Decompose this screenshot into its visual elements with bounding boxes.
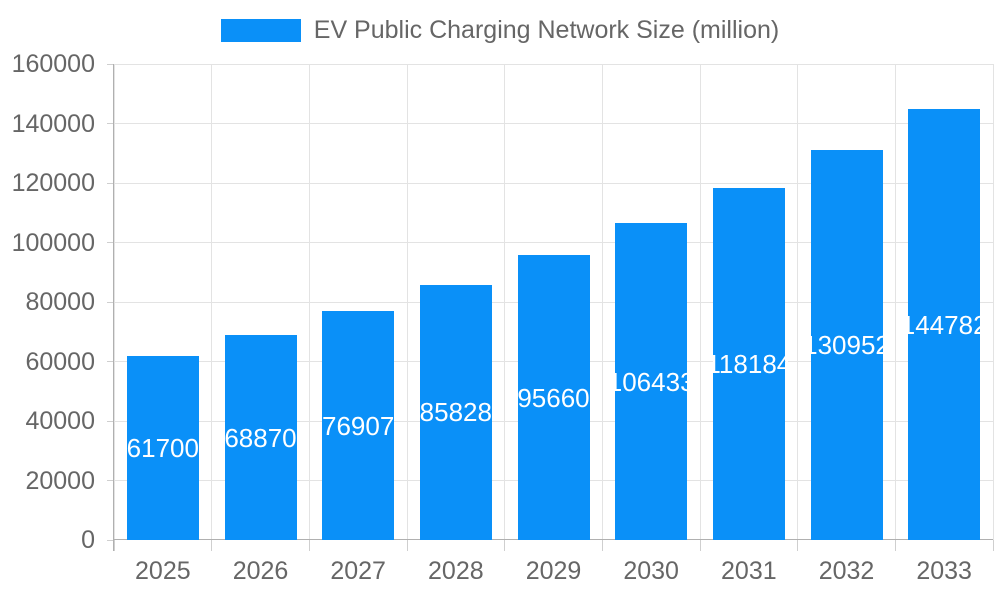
x-axis-category-label: 2031	[721, 557, 777, 585]
x-axis-tick	[894, 540, 896, 551]
bar-2029[interactable]	[517, 255, 590, 540]
x-gridline	[992, 64, 994, 540]
y-axis-tick-label: 140000	[11, 109, 95, 138]
y-axis-tick-label: 100000	[11, 228, 95, 257]
bar-2025[interactable]	[126, 356, 199, 540]
x-gridline	[797, 64, 799, 540]
legend-swatch	[220, 19, 301, 42]
x-axis-category-label: 2028	[428, 557, 484, 585]
x-gridline	[406, 64, 408, 540]
y-gridline	[114, 182, 993, 184]
x-axis-tick	[211, 540, 213, 551]
x-axis-tick	[797, 540, 799, 551]
legend-label: EV Public Charging Network Size (million…	[313, 16, 780, 44]
y-axis-tick-label: 20000	[25, 466, 95, 495]
y-axis-tick	[107, 123, 114, 124]
bar-2030[interactable]	[615, 223, 688, 540]
y-axis-tick	[107, 539, 114, 541]
x-axis-category-label: 2025	[135, 557, 191, 585]
y-axis-tick	[107, 420, 114, 422]
bar-2028[interactable]	[419, 284, 492, 540]
y-gridline	[114, 123, 993, 124]
x-gridline	[894, 64, 896, 540]
y-axis-tick	[107, 242, 114, 243]
bar-2027[interactable]	[322, 311, 395, 540]
y-axis-tick-label: 160000	[11, 50, 95, 78]
x-axis-tick	[406, 540, 408, 551]
x-gridline	[504, 64, 506, 540]
y-gridline	[114, 63, 993, 65]
x-axis-category-label: 2026	[232, 557, 289, 585]
y-axis-tick	[107, 480, 114, 481]
x-axis-category-label: 2032	[818, 557, 875, 585]
y-axis-tick	[107, 361, 114, 362]
y-axis-tick-label: 80000	[25, 288, 95, 316]
y-axis-tick-label: 60000	[25, 347, 95, 376]
bar-2031[interactable]	[712, 188, 785, 540]
x-axis-category-label: 2029	[525, 557, 582, 585]
x-axis-category-label: 2030	[623, 557, 679, 585]
y-axis-tick-label: 0	[81, 526, 95, 554]
y-axis-tick-label: 120000	[11, 169, 95, 197]
x-axis-tick	[308, 540, 310, 551]
x-gridline	[308, 64, 310, 540]
x-gridline	[113, 64, 115, 540]
x-axis-tick	[699, 540, 701, 551]
x-gridline	[699, 64, 701, 540]
x-gridline	[211, 64, 213, 540]
bar-2033[interactable]	[908, 109, 981, 540]
y-axis-tick	[107, 63, 114, 65]
y-axis-tick	[107, 301, 114, 303]
y-axis-tick	[107, 182, 114, 184]
x-axis-category-label: 2033	[916, 557, 972, 585]
x-axis-tick	[113, 540, 115, 551]
bar-2026[interactable]	[224, 335, 297, 540]
x-gridline	[601, 64, 603, 540]
x-axis-category-label: 2027	[330, 557, 386, 585]
x-axis-tick	[504, 540, 506, 551]
y-gridline	[114, 242, 993, 243]
x-axis-tick	[992, 540, 994, 551]
y-axis-line	[113, 64, 114, 551]
legend-item[interactable]: EV Public Charging Network Size (million…	[0, 16, 1000, 45]
x-axis-tick	[601, 540, 603, 551]
bar-2032[interactable]	[810, 150, 883, 540]
y-axis-tick-label: 40000	[25, 407, 95, 435]
